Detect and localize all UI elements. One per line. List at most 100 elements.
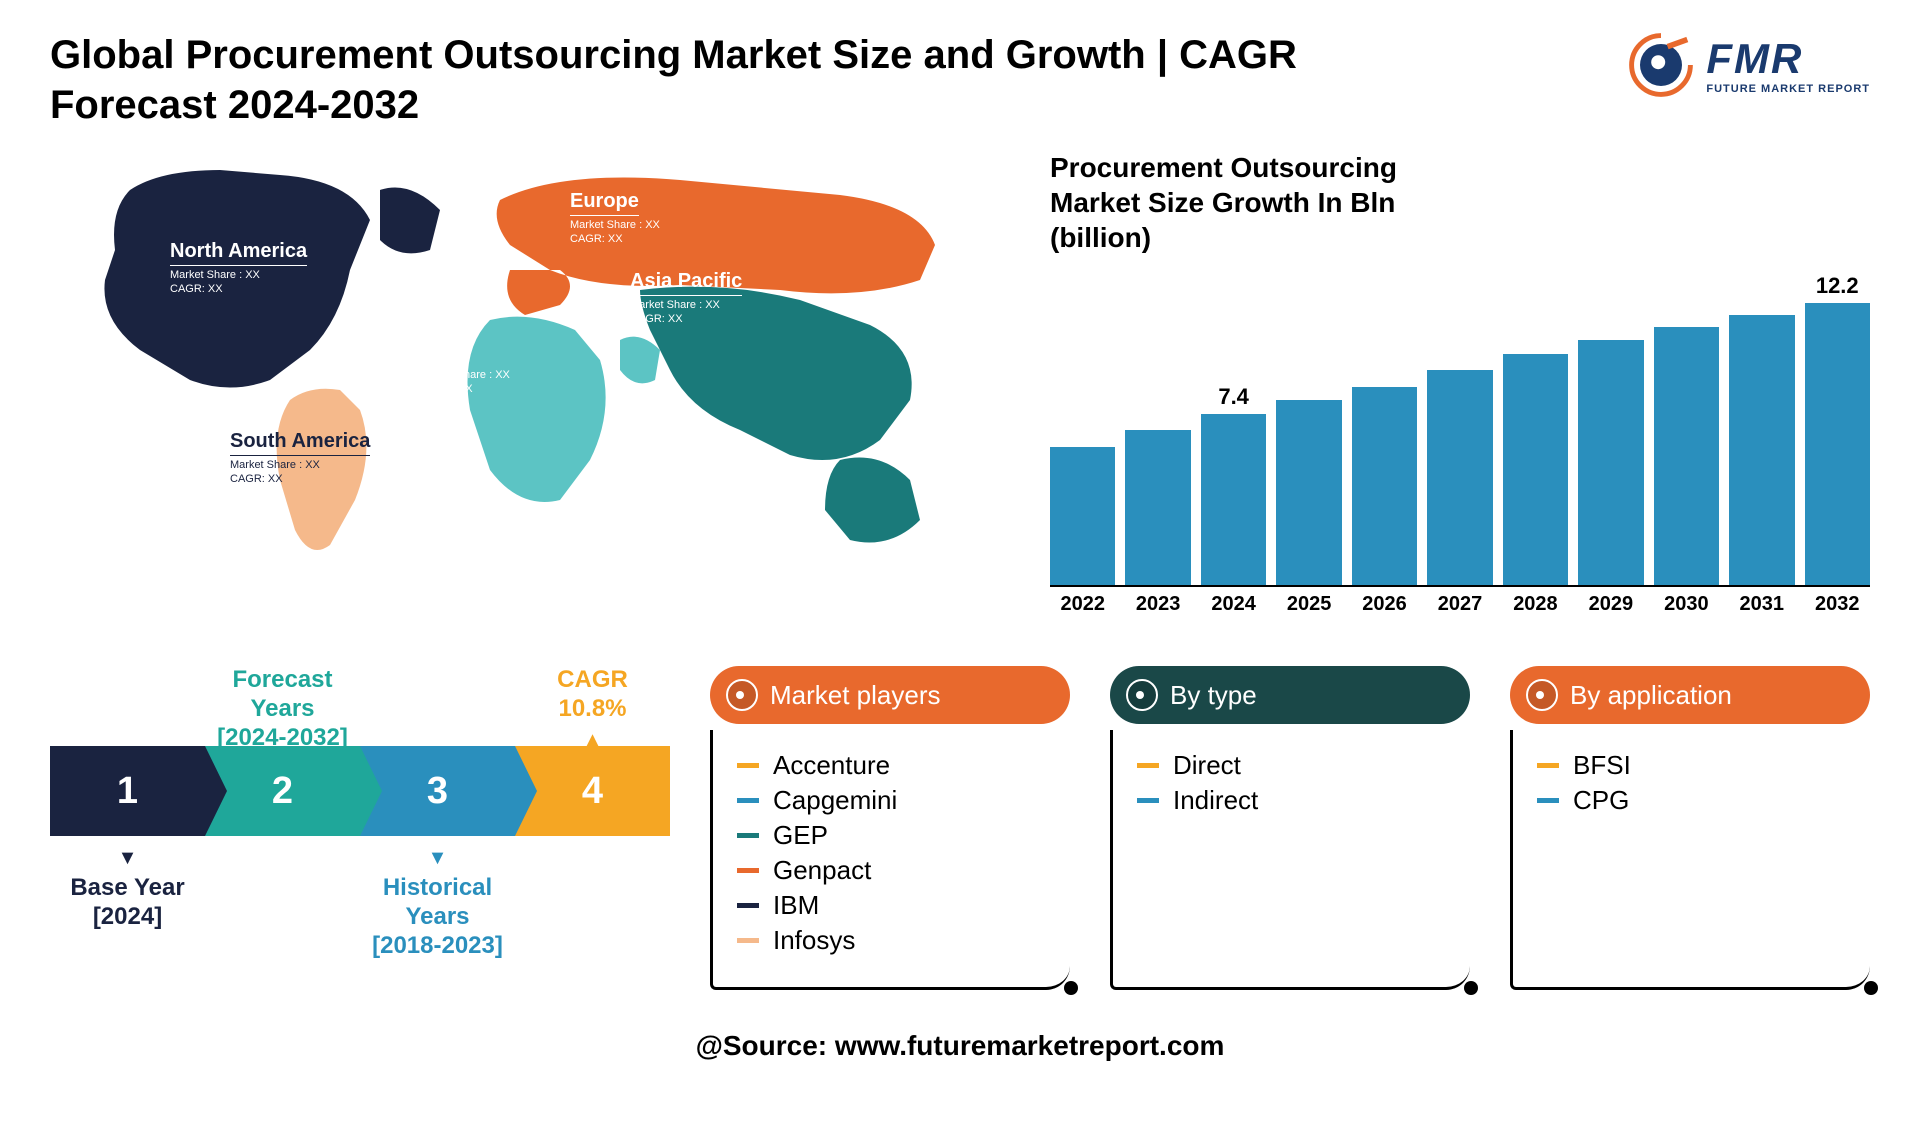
category-item-label: Direct bbox=[1173, 750, 1241, 781]
category-by-application: By application BFSI CPG bbox=[1510, 666, 1870, 990]
xlabel-2032: 2032 bbox=[1805, 593, 1870, 616]
category-by-type: By typeDirectIndirect bbox=[1110, 666, 1470, 990]
step-3: 3 bbox=[360, 746, 515, 836]
dash-icon bbox=[737, 868, 759, 873]
region-label-north-america: North AmericaMarket Share : XXCAGR: XX bbox=[170, 240, 307, 297]
step-label-bottom-4 bbox=[515, 846, 670, 960]
fmr-logo-icon bbox=[1626, 30, 1696, 100]
bar-2024: 7.4 bbox=[1201, 414, 1266, 585]
bar-rect bbox=[1427, 370, 1492, 585]
xlabel-2030: 2030 bbox=[1654, 593, 1719, 616]
category-item-label: Accenture bbox=[773, 750, 890, 781]
bar-rect bbox=[1654, 327, 1719, 585]
bar-rect bbox=[1050, 447, 1115, 585]
category-item-label: Genpact bbox=[773, 855, 871, 886]
bar-rect bbox=[1729, 315, 1794, 585]
bar-value-label: 12.2 bbox=[1816, 273, 1859, 299]
category-item: Direct bbox=[1137, 750, 1470, 781]
category-pill: By application bbox=[1510, 666, 1870, 724]
xlabel-2026: 2026 bbox=[1352, 593, 1417, 616]
dash-icon bbox=[1137, 798, 1159, 803]
region-label-europe: EuropeMarket Share : XXCAGR: XX bbox=[570, 190, 660, 247]
category-item-label: Infosys bbox=[773, 925, 855, 956]
xlabel-2027: 2027 bbox=[1427, 593, 1492, 616]
map-svg bbox=[50, 150, 1010, 570]
step-label-bottom-3: ▼Historical Years[2018-2023] bbox=[360, 846, 515, 960]
step-2: 2 bbox=[205, 746, 360, 836]
xlabel-2031: 2031 bbox=[1729, 593, 1794, 616]
world-map: North AmericaMarket Share : XXCAGR: XX So… bbox=[50, 150, 1010, 570]
bar-rect bbox=[1578, 340, 1643, 585]
bar-2022 bbox=[1050, 447, 1115, 585]
page-title: Global Procurement Outsourcing Market Si… bbox=[50, 30, 1450, 130]
bar-value-label: 7.4 bbox=[1218, 384, 1249, 410]
category-item: Genpact bbox=[737, 855, 1070, 886]
chart-xlabels: 2022202320242025202620272028202920302031… bbox=[1050, 593, 1870, 616]
category-item: BFSI bbox=[1537, 750, 1870, 781]
category-item: Capgemini bbox=[737, 785, 1070, 816]
dash-icon bbox=[737, 833, 759, 838]
category-columns: Market players Accenture Capgemini GEP Genpa… bbox=[710, 666, 1870, 990]
bar-rect bbox=[1352, 387, 1417, 585]
bar-rect bbox=[1805, 303, 1870, 585]
xlabel-2029: 2029 bbox=[1578, 593, 1643, 616]
xlabel-2022: 2022 bbox=[1050, 593, 1115, 616]
bar-rect bbox=[1201, 414, 1266, 585]
category-item: Accenture bbox=[737, 750, 1070, 781]
category-item: Indirect bbox=[1137, 785, 1470, 816]
step-number: 4 bbox=[582, 770, 603, 813]
step-number: 2 bbox=[272, 770, 293, 813]
xlabel-2023: 2023 bbox=[1125, 593, 1190, 616]
bar-2030 bbox=[1654, 327, 1719, 585]
category-item: CPG bbox=[1537, 785, 1870, 816]
step-4: 4 bbox=[515, 746, 670, 836]
logo: FMR FUTURE MARKET REPORT bbox=[1626, 30, 1870, 100]
category-item-label: GEP bbox=[773, 820, 828, 851]
category-frame: Accenture Capgemini GEP Genpact IBM Infosys bbox=[710, 730, 1070, 990]
dash-icon bbox=[737, 903, 759, 908]
category-item-label: Indirect bbox=[1173, 785, 1258, 816]
category-item: GEP bbox=[737, 820, 1070, 851]
region-label-asia-pacific: Asia PacificMarket Share : XXCAGR: XX bbox=[630, 270, 742, 327]
region-label-mea: MEAMarket Share : XXCAGR: XX bbox=[420, 340, 510, 397]
xlabel-2025: 2025 bbox=[1276, 593, 1341, 616]
logo-subtext: FUTURE MARKET REPORT bbox=[1706, 83, 1870, 95]
category-frame: BFSI CPG bbox=[1510, 730, 1870, 990]
category-item-label: CPG bbox=[1573, 785, 1629, 816]
category-item: IBM bbox=[737, 890, 1070, 921]
bar-2025 bbox=[1276, 400, 1341, 585]
logo-text: FMR bbox=[1706, 35, 1870, 83]
dash-icon bbox=[1537, 798, 1559, 803]
region-label-south-america: South AmericaMarket Share : XXCAGR: XX bbox=[230, 430, 370, 487]
bar-2023 bbox=[1125, 430, 1190, 585]
chart-title: Procurement Outsourcing Market Size Grow… bbox=[1050, 150, 1470, 255]
category-pill: Market players bbox=[710, 666, 1070, 724]
bar-rect bbox=[1503, 354, 1568, 585]
xlabel-2028: 2028 bbox=[1503, 593, 1568, 616]
bar-2031 bbox=[1729, 315, 1794, 585]
bar-2026 bbox=[1352, 387, 1417, 585]
source-footer: @Source: www.futuremarketreport.com bbox=[50, 1030, 1870, 1062]
category-item: Infosys bbox=[737, 925, 1070, 956]
timeline-steps: Forecast Years[2024-2032]▲CAGR10.8%▲ 123… bbox=[50, 666, 670, 960]
bar-2029 bbox=[1578, 340, 1643, 585]
bar-rect bbox=[1125, 430, 1190, 585]
dash-icon bbox=[1137, 763, 1159, 768]
chart-bars: 7.4 12.2 bbox=[1050, 267, 1870, 587]
step-number: 1 bbox=[117, 770, 138, 813]
category-item-label: BFSI bbox=[1573, 750, 1631, 781]
header: Global Procurement Outsourcing Market Si… bbox=[50, 30, 1870, 130]
bar-rect bbox=[1276, 400, 1341, 585]
category-item-label: Capgemini bbox=[773, 785, 897, 816]
category-item-label: IBM bbox=[773, 890, 819, 921]
dash-icon bbox=[737, 763, 759, 768]
bar-2027 bbox=[1427, 370, 1492, 585]
step-label-bottom-2 bbox=[205, 846, 360, 960]
dash-icon bbox=[737, 938, 759, 943]
bar-chart: Procurement Outsourcing Market Size Grow… bbox=[1050, 150, 1870, 616]
category-frame: Direct Indirect bbox=[1110, 730, 1470, 990]
step-number: 3 bbox=[427, 770, 448, 813]
step-1: 1 bbox=[50, 746, 205, 836]
dash-icon bbox=[1537, 763, 1559, 768]
bar-2032: 12.2 bbox=[1805, 303, 1870, 585]
